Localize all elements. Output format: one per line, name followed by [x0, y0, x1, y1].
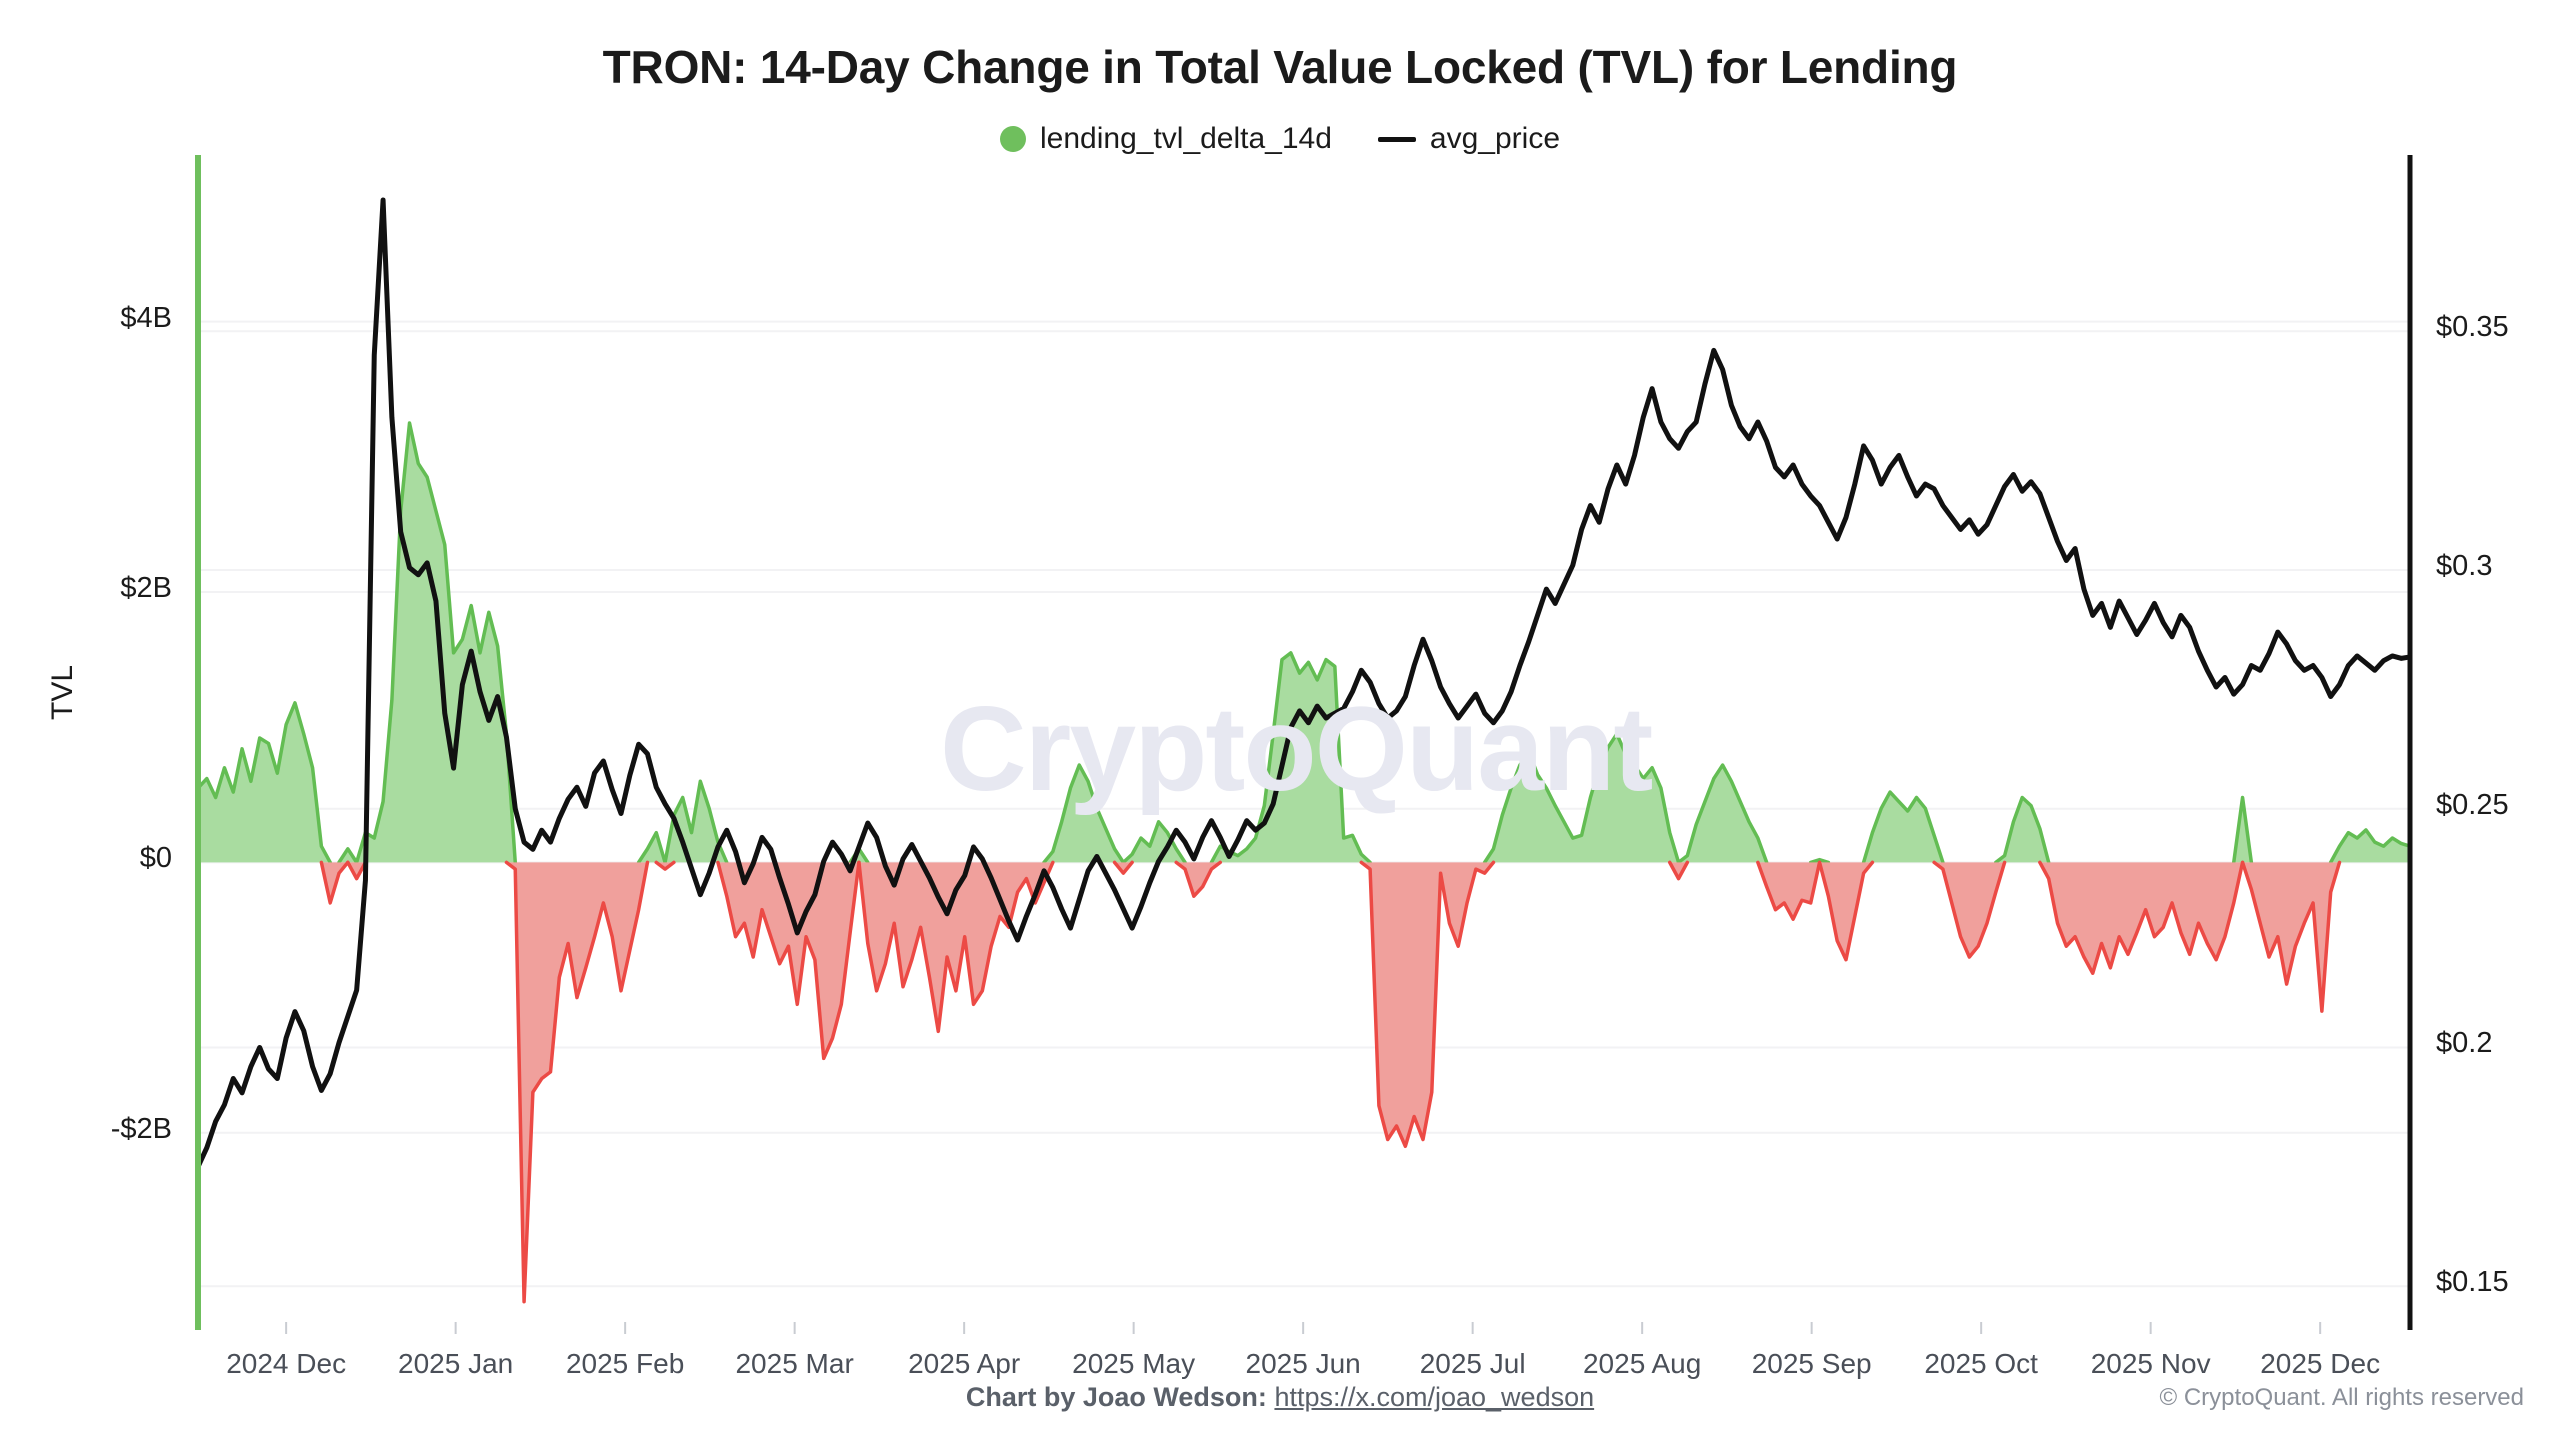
- legend-label-price: avg_price: [1429, 122, 1560, 155]
- x-tick-label: 2025 Apr: [908, 1348, 1021, 1379]
- y-tick-right: $0.15: [2436, 1266, 2509, 1299]
- chart-legend: lending_tvl_delta_14d avg_price: [0, 122, 2560, 156]
- legend-item-price[interactable]: avg_price: [1377, 122, 1560, 156]
- y-tick-right: $0.3: [2436, 550, 2493, 583]
- y-tick-right: $0.25: [2436, 788, 2509, 821]
- y-tick-left: $0: [139, 842, 172, 875]
- x-tick-label: 2025 Mar: [735, 1348, 854, 1379]
- y-tick-left: -$2B: [110, 1112, 172, 1145]
- page-title: TRON: 14-Day Change in Total Value Locke…: [602, 41, 1958, 93]
- x-tick-label: 2025 Dec: [2260, 1348, 2381, 1379]
- line-marker-icon: [1377, 136, 1416, 142]
- x-tick-label: 2025 May: [1072, 1348, 1196, 1379]
- y-tick-left: $2B: [120, 572, 172, 605]
- legend-label-tvl: lending_tvl_delta_14d: [1040, 122, 1332, 155]
- y-tick-right: $0.35: [2436, 311, 2509, 344]
- x-tick-label: 2025 Sep: [1751, 1348, 1872, 1379]
- x-tick-label: 2025 Feb: [565, 1348, 685, 1379]
- avg-price-line-series: [195, 197, 2413, 1170]
- x-tick-label: 2025 Jun: [1245, 1348, 1361, 1379]
- y-axis-title-left: TVL: [46, 664, 79, 720]
- chart-credit: Chart by Joao Wedson: https://x.com/joao…: [0, 1382, 2560, 1413]
- x-tick-label: 2025 Jul: [1419, 1348, 1526, 1379]
- axis-spines-group: [195, 155, 2413, 1330]
- x-tick-marks-group: [285, 1322, 2322, 1334]
- x-tick-label: 2024 Dec: [226, 1348, 347, 1379]
- tvl-delta-area-series: [196, 421, 2412, 1304]
- legend-item-tvl[interactable]: lending_tvl_delta_14d: [1000, 122, 1332, 156]
- y-tick-left: $4B: [120, 301, 172, 334]
- x-tick-label: 2025 Nov: [2090, 1348, 2211, 1379]
- credit-prefix: Chart by Joao Wedson:: [965, 1382, 1267, 1412]
- copyright-notice: © CryptoQuant. All rights reserved: [2159, 1384, 2525, 1411]
- circle-marker-icon: [1000, 126, 1026, 152]
- credit-link[interactable]: https://x.com/joao_wedson: [1274, 1382, 1595, 1412]
- x-tick-label: 2025 Oct: [1924, 1348, 2038, 1379]
- x-tick-label: 2025 Aug: [1582, 1348, 1702, 1379]
- y-tick-right: $0.2: [2436, 1027, 2493, 1060]
- x-tick-label: 2025 Jan: [398, 1348, 514, 1379]
